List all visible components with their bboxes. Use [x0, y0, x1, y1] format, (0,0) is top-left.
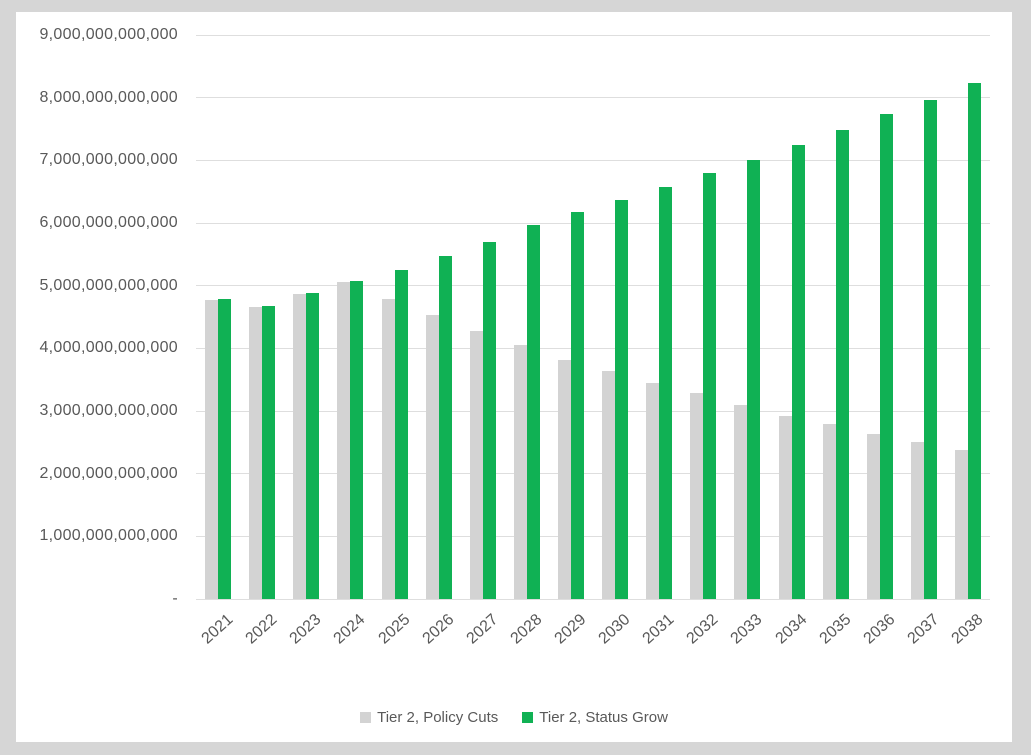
legend-label-policy-cuts: Tier 2, Policy Cuts	[377, 709, 499, 726]
bar-tier2-policy-cuts-2025	[381, 298, 395, 599]
y-axis-tick-label-0: -	[172, 590, 178, 607]
legend-item-status-grow: Tier 2, Status Grow	[522, 709, 668, 726]
bar-tier2-status-grow-2023	[306, 292, 320, 599]
bar-tier2-status-grow-2038	[967, 82, 981, 599]
bar-tier2-policy-cuts-2023	[293, 293, 307, 599]
legend-swatch-policy-cuts-icon	[360, 712, 372, 723]
legend-item-policy-cuts: Tier 2, Policy Cuts	[360, 709, 498, 726]
y-axis-tick-label-4: 4,000,000,000,000	[39, 339, 178, 357]
bar-tier2-status-grow-2028	[526, 224, 540, 599]
y-axis-tick-label-5: 5,000,000,000,000	[39, 276, 178, 294]
bar-tier2-status-grow-2027	[482, 241, 496, 599]
bar-tier2-policy-cuts-2033	[734, 405, 748, 599]
bar-tier2-status-grow-2031	[659, 187, 673, 599]
bar-tier2-status-grow-2033	[747, 159, 761, 599]
bar-tier2-policy-cuts-2031	[646, 382, 660, 599]
legend-swatch-status-grow-icon	[522, 712, 534, 723]
bar-tier2-status-grow-2030	[615, 200, 629, 599]
x-axis-tick-label-2036: 2036	[860, 611, 899, 648]
x-axis-tick-label-2023: 2023	[286, 611, 325, 648]
x-axis-tick-label-2028: 2028	[507, 611, 546, 648]
y-axis-tick-label-6: 6,000,000,000,000	[39, 214, 178, 231]
y-gridline-4	[196, 347, 990, 349]
bar-tier2-status-grow-2026	[438, 255, 452, 599]
x-axis-tick-label-2024: 2024	[330, 611, 369, 648]
y-gridline-2	[196, 473, 990, 475]
bar-tier2-policy-cuts-2022	[249, 306, 263, 599]
y-axis-tick-label-3: 3,000,000,000,000	[39, 402, 178, 419]
y-axis-tick-label-1: 1,000,000,000,000	[39, 527, 178, 545]
y-gridline-0	[196, 598, 990, 600]
x-axis-tick-label-2027: 2027	[463, 611, 502, 648]
bar-tier2-status-grow-2029	[570, 212, 584, 599]
bar-tier2-status-grow-2022	[262, 305, 276, 599]
y-gridline-1	[196, 535, 990, 537]
bar-tier2-status-grow-2024	[350, 281, 364, 599]
y-axis-tick-label-7: 7,000,000,000,000	[39, 151, 178, 169]
x-axis-tick-label-2034: 2034	[772, 611, 810, 648]
x-axis-tick-label-2022: 2022	[242, 611, 281, 648]
legend: Tier 2, Policy Cuts Tier 2, Status Grow	[16, 709, 1012, 726]
bar-tier2-policy-cuts-2024	[337, 281, 351, 599]
x-axis-tick-label-2037: 2037	[904, 611, 943, 648]
bar-tier2-policy-cuts-2034	[778, 416, 792, 599]
y-gridline-5	[196, 285, 990, 287]
y-axis-tick-label-9: 9,000,000,000,000	[39, 26, 178, 43]
x-axis-tick-label-2032: 2032	[683, 611, 722, 648]
x-axis-tick-label-2029: 2029	[551, 611, 590, 648]
x-axis-tick-label-2021: 2021	[198, 611, 237, 648]
bar-tier2-status-grow-2021	[218, 299, 232, 599]
bar-tier2-policy-cuts-2030	[602, 370, 616, 599]
bar-tier2-policy-cuts-2036	[866, 433, 880, 599]
x-axis-tick-label-2035: 2035	[816, 611, 854, 648]
bar-tier2-policy-cuts-2032	[690, 393, 704, 599]
x-axis-tick-label-2026: 2026	[419, 611, 457, 648]
bar-tier2-policy-cuts-2028	[513, 345, 527, 599]
bar-tier2-policy-cuts-2035	[822, 424, 836, 599]
bar-tier2-policy-cuts-2029	[557, 359, 571, 599]
y-axis-tick-label-8: 8,000,000,000,000	[39, 88, 178, 106]
x-axis-tick-label-2033: 2033	[727, 611, 766, 648]
bar-tier2-policy-cuts-2038	[954, 449, 968, 599]
bar-tier2-policy-cuts-2021	[205, 300, 219, 599]
bar-tier2-status-grow-2025	[394, 270, 408, 599]
y-axis-tick-label-2: 2,000,000,000,000	[39, 464, 178, 482]
bar-tier2-status-grow-2036	[879, 113, 893, 599]
y-gridline-7	[196, 159, 990, 161]
bar-tier2-policy-cuts-2027	[469, 330, 483, 599]
bar-tier2-status-grow-2032	[703, 173, 717, 599]
bar-tier2-policy-cuts-2037	[910, 441, 924, 599]
x-axis-tick-label-2030: 2030	[595, 611, 634, 648]
y-gridline-9	[196, 34, 990, 36]
bar-tier2-status-grow-2035	[835, 130, 849, 599]
y-gridline-6	[196, 222, 990, 224]
legend-label-status-grow: Tier 2, Status Grow	[539, 709, 668, 726]
chart-panel: - 1,000,000,000,000 2,000,000,000,000 3,000…	[16, 12, 1012, 742]
bar-tier2-policy-cuts-2026	[425, 315, 439, 599]
y-gridline-3	[196, 410, 990, 412]
y-gridline-8	[196, 97, 990, 99]
x-axis-tick-label-2038: 2038	[948, 611, 987, 648]
bar-tier2-status-grow-2034	[791, 145, 805, 599]
x-axis-tick-label-2025: 2025	[375, 611, 413, 648]
bar-tier2-status-grow-2037	[923, 99, 937, 599]
x-axis-tick-label-2031: 2031	[639, 611, 678, 648]
